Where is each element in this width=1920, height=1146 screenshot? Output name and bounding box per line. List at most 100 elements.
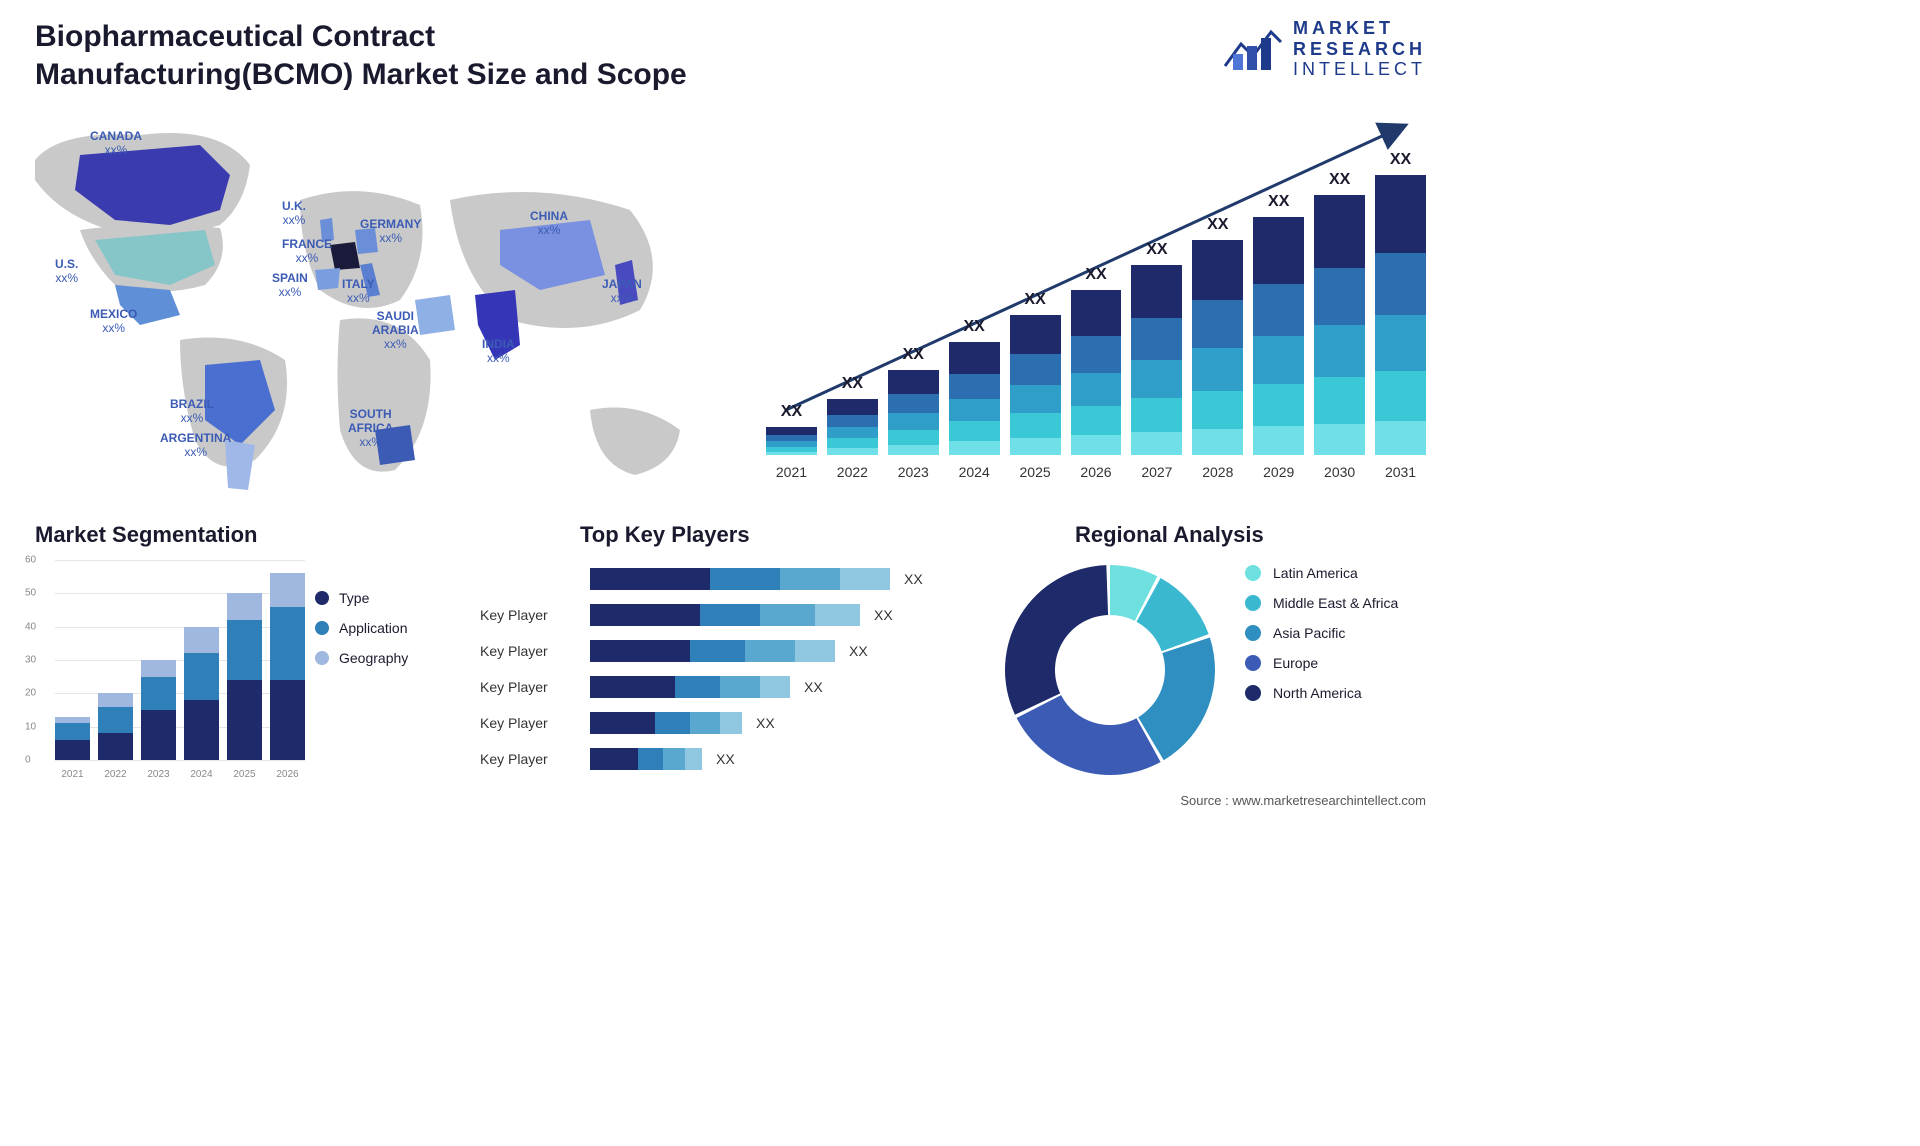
key-player-segment — [590, 676, 675, 698]
seg-legend-item: Type — [315, 590, 408, 606]
growth-segment — [1010, 385, 1061, 413]
growth-segment — [1375, 315, 1426, 371]
key-player-segment — [690, 712, 720, 734]
key-player-value: XX — [904, 571, 923, 587]
seg-ytick: 60 — [25, 555, 36, 566]
growth-segment — [1375, 253, 1426, 315]
map-label-germany: GERMANYxx% — [360, 218, 421, 246]
seg-segment — [184, 700, 219, 760]
growth-value-label: XX — [903, 346, 924, 364]
key-player-value: XX — [804, 679, 823, 695]
growth-segment — [1192, 348, 1243, 391]
growth-segment — [1253, 284, 1304, 336]
growth-segment — [1010, 413, 1061, 438]
growth-segment — [1071, 290, 1122, 336]
growth-segment — [766, 452, 817, 455]
growth-value-label: XX — [1329, 171, 1350, 189]
key-player-segment — [795, 640, 835, 662]
growth-segment — [949, 374, 1000, 399]
key-player-segment — [690, 640, 745, 662]
logo-line1: MARKET — [1293, 18, 1426, 39]
growth-segment — [1010, 438, 1061, 455]
map-label-mexico: MEXICOxx% — [90, 308, 137, 336]
key-player-row: Key Player XX — [480, 601, 960, 629]
legend-swatch — [1245, 625, 1261, 641]
growth-segment — [949, 399, 1000, 422]
growth-segment — [1375, 421, 1426, 455]
growth-bar-2023: XX — [888, 346, 939, 455]
key-player-label: Key Player — [480, 643, 590, 659]
key-player-bar — [590, 568, 890, 590]
key-player-label: Key Player — [480, 751, 590, 767]
growth-bar-2025: XX — [1010, 291, 1061, 455]
growth-segment — [1192, 300, 1243, 347]
legend-swatch — [1245, 595, 1261, 611]
regional-legend-item: North America — [1245, 685, 1398, 701]
growth-segment — [1314, 325, 1365, 377]
regional-legend-item: Europe — [1245, 655, 1398, 671]
growth-segment — [1071, 435, 1122, 455]
key-player-segment — [700, 604, 760, 626]
seg-bar-2023 — [141, 660, 176, 760]
growth-segment — [1375, 371, 1426, 421]
growth-segment — [1071, 406, 1122, 436]
key-player-value: XX — [849, 643, 868, 659]
seg-ytick: 20 — [25, 688, 36, 699]
seg-segment — [141, 660, 176, 677]
key-player-label: Key Player — [480, 607, 590, 623]
map-region-saudi — [415, 295, 455, 335]
growth-year-label: 2027 — [1131, 464, 1182, 480]
growth-segment — [949, 342, 1000, 374]
seg-ytick: 10 — [25, 721, 36, 732]
growth-value-label: XX — [1268, 193, 1289, 211]
growth-bar-2021: XX — [766, 403, 817, 455]
seg-ytick: 50 — [25, 588, 36, 599]
growth-value-label: XX — [1024, 291, 1045, 309]
growth-year-label: 2029 — [1253, 464, 1304, 480]
seg-legend-item: Application — [315, 620, 408, 636]
map-label-argentina: ARGENTINAxx% — [160, 432, 231, 460]
logo-text: MARKET RESEARCH INTELLECT — [1293, 18, 1426, 80]
growth-segment — [949, 421, 1000, 441]
key-player-segment — [745, 640, 795, 662]
growth-segment — [949, 441, 1000, 455]
seg-segment — [270, 607, 305, 680]
seg-segment — [227, 680, 262, 760]
regional-legend-item: Middle East & Africa — [1245, 595, 1398, 611]
seg-segment — [141, 710, 176, 760]
growth-segment — [1253, 336, 1304, 384]
donut-slice-north-america — [1005, 565, 1108, 715]
map-label-india: INDIAxx% — [482, 338, 515, 366]
growth-segment — [1314, 377, 1365, 424]
section-title-segmentation: Market Segmentation — [35, 522, 258, 548]
growth-segment — [1314, 195, 1365, 268]
seg-bar-2022 — [98, 693, 133, 760]
growth-segment — [827, 448, 878, 455]
map-label-brazil: BRAZILxx% — [170, 398, 214, 426]
section-title-regional: Regional Analysis — [1075, 522, 1264, 548]
growth-segment — [766, 427, 817, 435]
legend-label: North America — [1273, 685, 1362, 701]
growth-segment — [1253, 426, 1304, 455]
segmentation-legend: TypeApplicationGeography — [315, 590, 408, 680]
seg-segment — [141, 677, 176, 710]
growth-bar-2026: XX — [1071, 266, 1122, 455]
growth-value-label: XX — [842, 375, 863, 393]
growth-segment — [827, 399, 878, 415]
seg-segment — [55, 723, 90, 740]
growth-value-label: XX — [964, 318, 985, 336]
legend-swatch — [315, 591, 329, 605]
growth-value-label: XX — [1146, 241, 1167, 259]
map-label-japan: JAPANxx% — [602, 278, 642, 306]
seg-ytick: 30 — [25, 655, 36, 666]
growth-segment — [1131, 318, 1182, 360]
map-label-china: CHINAxx% — [530, 210, 568, 238]
key-player-segment — [675, 676, 720, 698]
growth-bar-2031: XX — [1375, 151, 1426, 455]
key-player-segment — [590, 640, 690, 662]
section-title-key-players: Top Key Players — [580, 522, 750, 548]
growth-segment — [888, 413, 939, 430]
key-player-value: XX — [874, 607, 893, 623]
key-player-bar — [590, 604, 860, 626]
growth-segment — [827, 427, 878, 438]
